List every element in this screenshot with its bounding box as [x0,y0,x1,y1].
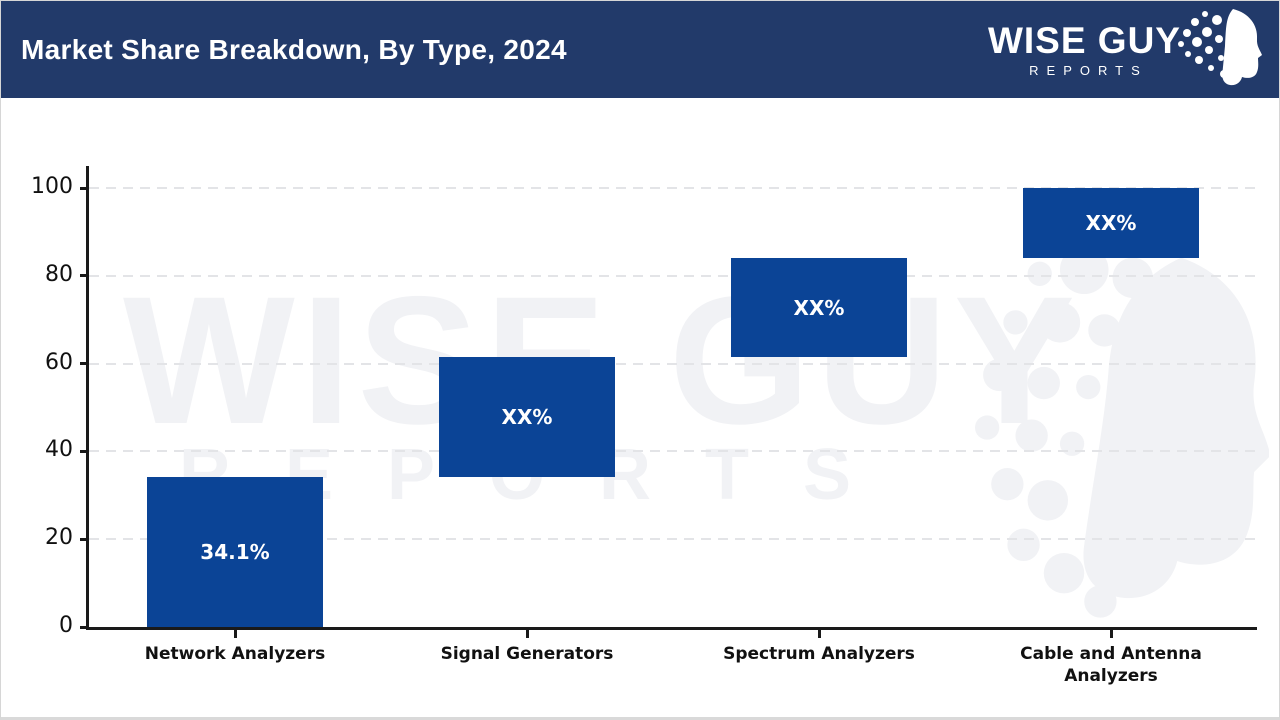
x-category-label: Spectrum Analyzers [723,644,915,664]
gridline-20 [89,538,1257,541]
bar-segment [731,258,907,357]
logo-subtitle: REPORTS [1029,63,1148,78]
x-category-label: Signal Generators [440,644,614,664]
y-tick-label: 60 [45,349,73,375]
y-tick-mark [80,362,89,366]
gridline-100 [89,187,1257,189]
bar-segment [1023,188,1199,259]
logo-head-profile-icon [1175,6,1267,93]
waterfall-chart: 0 20 40 60 80 100 34.1% Network Analyzers XX% Sig… [1,98,1279,717]
page-title: Market Share Breakdown, By Type, 2024 [21,33,567,65]
x-tick-mark [817,629,821,638]
bar-value-label: 34.1% [200,540,270,565]
y-tick-mark [80,537,89,541]
logo-wordmark: WISE GUY [987,20,1181,61]
y-tick-label: 100 [31,174,73,199]
y-axis-line [86,166,89,630]
x-axis-line [86,627,1257,630]
x-category-label: Cable and Antenna Analyzers [1020,644,1202,687]
x-tick-mark [525,629,529,638]
y-tick-label: 80 [45,261,73,287]
bar-segment [439,357,615,478]
x-category-label: Network Analyzers [144,644,326,664]
bar-segment [147,477,323,627]
logo-text: WISE GUY REPORTS [988,22,1181,77]
gridline-40 [89,450,1257,453]
y-tick-label: 20 [45,525,73,551]
gridline-60 [89,362,1257,365]
x-tick-mark [233,629,237,638]
wise-guy-reports-logo: WISE GUY REPORTS [988,6,1267,93]
x-tick-mark [1109,629,1113,638]
header-bar: Market Share Breakdown, By Type, 2024 WI… [1,1,1279,98]
bar-value-label: XX% [793,295,845,320]
y-tick-label: 40 [45,437,73,463]
gridline-80 [89,274,1257,277]
y-tick-mark [80,625,89,629]
y-tick-mark [80,449,89,453]
bar-value-label: XX% [501,405,553,430]
y-tick-mark [80,274,89,278]
y-tick-label: 0 [59,613,73,638]
y-tick-mark [80,186,89,190]
bar-value-label: XX% [1085,211,1137,236]
